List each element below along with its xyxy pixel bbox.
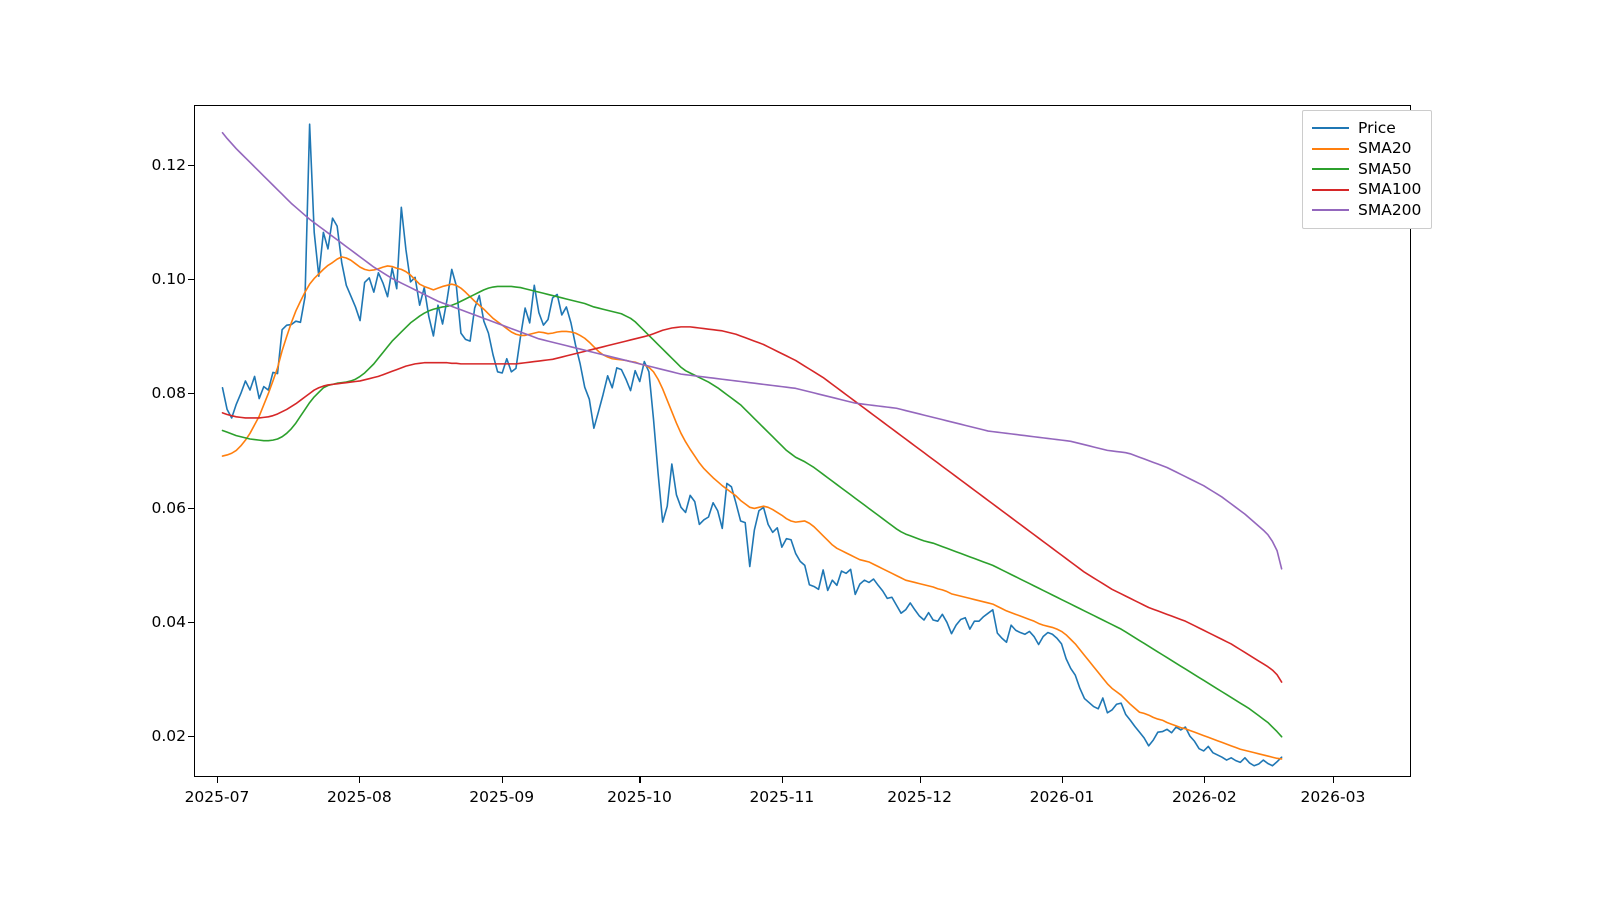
x-tick-mark xyxy=(639,777,641,783)
legend-color-swatch xyxy=(1312,209,1349,212)
legend-color-swatch xyxy=(1312,147,1349,150)
legend-label: SMA200 xyxy=(1358,200,1422,219)
x-tick-label: 2025-11 xyxy=(749,788,815,806)
x-tick-label: 2025-08 xyxy=(326,788,392,806)
series-line-sma20 xyxy=(223,257,1282,759)
legend-label: SMA50 xyxy=(1358,159,1412,178)
x-tick-label: 2026-03 xyxy=(1300,788,1366,806)
y-tick-mark xyxy=(188,621,194,623)
plot-area xyxy=(194,105,1411,777)
legend-item-sma100: SMA100 xyxy=(1312,180,1421,201)
y-tick-label: 0.02 xyxy=(151,726,186,745)
x-tick-mark xyxy=(216,777,219,783)
x-tick-mark xyxy=(1204,777,1206,783)
x-tick-label: 2026-02 xyxy=(1171,788,1237,806)
y-tick-label: 0.08 xyxy=(151,384,186,403)
legend-label: SMA20 xyxy=(1358,139,1412,157)
legend-color-swatch xyxy=(1312,127,1349,130)
legend-item-price: Price xyxy=(1312,118,1421,139)
y-tick-label: 0.12 xyxy=(151,155,186,174)
legend-item-sma50: SMA50 xyxy=(1312,159,1421,180)
y-tick-mark xyxy=(188,164,194,167)
legend-item-sma20: SMA20 xyxy=(1312,139,1421,160)
x-tick-mark xyxy=(781,777,783,783)
series-line-price xyxy=(223,124,1282,766)
x-tick-label: 2026-01 xyxy=(1029,788,1095,806)
x-tick-mark xyxy=(501,777,503,783)
legend-item-sma200: SMA200 xyxy=(1312,200,1421,221)
legend-color-swatch xyxy=(1312,188,1349,191)
chart-legend: Price SMA20 SMA50 SMA100 SMA200 xyxy=(1302,110,1433,229)
y-tick-mark xyxy=(188,279,194,281)
chart-svg xyxy=(195,106,1410,776)
y-tick-mark xyxy=(188,735,194,737)
x-tick-mark xyxy=(1061,777,1064,783)
series-line-sma100 xyxy=(223,327,1282,682)
x-tick-label: 2025-09 xyxy=(469,788,535,806)
series-line-sma50 xyxy=(223,286,1282,736)
x-tick-label: 2025-10 xyxy=(607,788,672,806)
x-tick-mark xyxy=(359,777,361,783)
legend-label: SMA100 xyxy=(1358,180,1422,198)
series-line-sma200 xyxy=(223,133,1282,569)
x-tick-mark xyxy=(919,777,921,783)
x-tick-mark xyxy=(1332,777,1335,783)
y-tick-label: 0.06 xyxy=(151,498,186,517)
legend-label: Price xyxy=(1358,118,1396,137)
legend-color-swatch xyxy=(1312,168,1349,171)
x-tick-label: 2025-07 xyxy=(184,788,250,806)
y-tick-mark xyxy=(188,393,194,395)
x-tick-label: 2025-12 xyxy=(887,788,952,806)
y-tick-label: 0.04 xyxy=(151,612,186,631)
y-tick-mark xyxy=(188,507,194,509)
y-tick-label: 0.10 xyxy=(151,270,186,289)
